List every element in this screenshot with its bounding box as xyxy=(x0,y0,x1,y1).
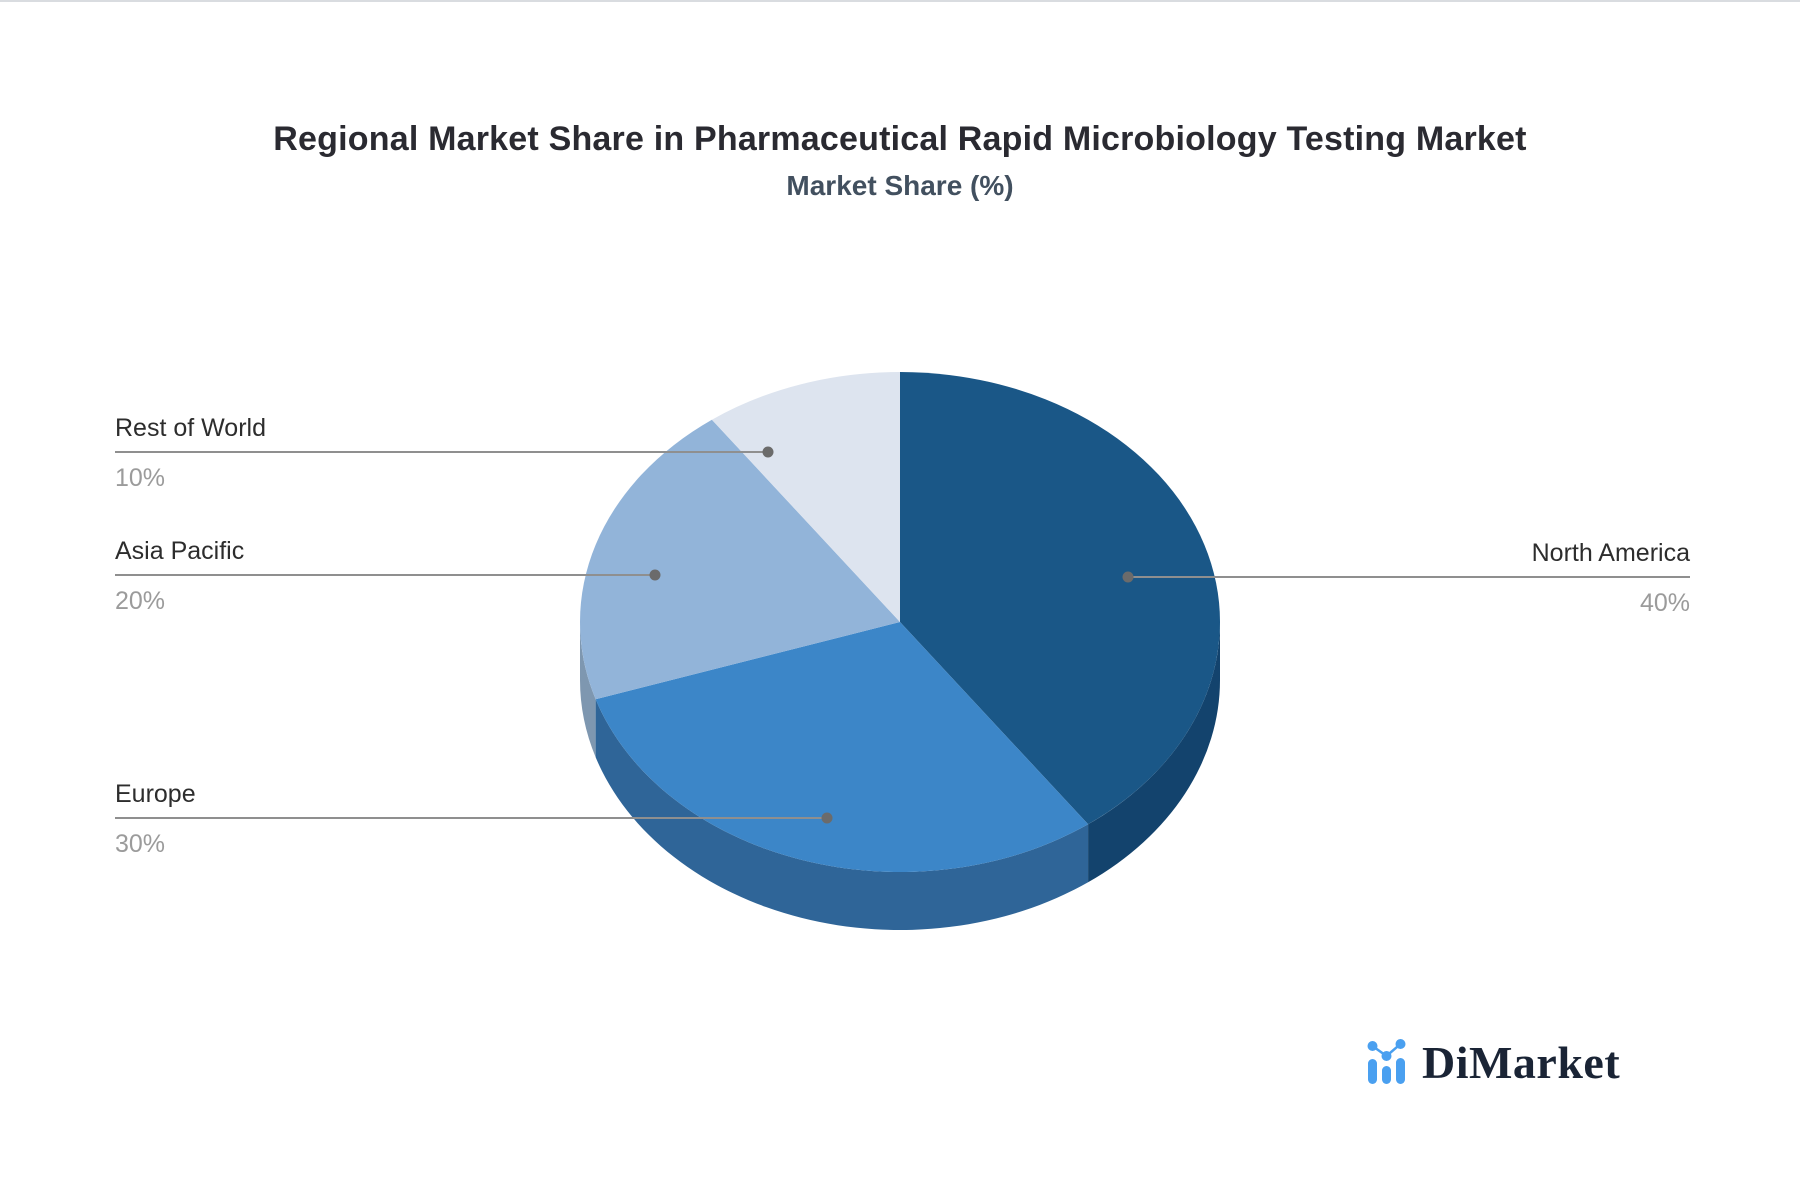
pie-slice-rest-of-world xyxy=(711,372,900,622)
slice-value-europe: 30% xyxy=(115,830,166,858)
pie-slice-europe xyxy=(595,622,1089,873)
slice-value-north-america: 40% xyxy=(1639,589,1690,617)
slice-label-europe: Europe xyxy=(115,780,196,808)
callout-dot-rest-of-world xyxy=(762,446,774,458)
pie-slice-asia-pacific-side xyxy=(580,622,596,758)
callout-dot-asia-pacific xyxy=(649,569,661,581)
callout-dot-europe xyxy=(821,812,833,824)
dimarket-wordmark: DiMarket xyxy=(1422,1036,1621,1088)
callout-dot-north-america xyxy=(1122,571,1134,583)
slice-value-rest-of-world: 10% xyxy=(115,464,166,492)
chart-title: Regional Market Share in Pharmaceutical … xyxy=(273,120,1527,158)
pie-slice-asia-pacific xyxy=(579,419,900,700)
pie-slice-europe-side xyxy=(595,699,1089,931)
slice-label-asia-pacific: Asia Pacific xyxy=(115,537,245,565)
slice-label-rest-of-world: Rest of World xyxy=(115,414,266,442)
dimarket-logo: DiMarket xyxy=(1360,1032,1620,1092)
chart-subtitle: Market Share (%) xyxy=(786,170,1014,201)
slice-label-north-america: North America xyxy=(1531,539,1690,567)
slice-value-asia-pacific: 20% xyxy=(115,587,166,615)
bar-line-chart-logo-icon xyxy=(1367,1039,1406,1084)
pie-slice-north-america-side xyxy=(1088,622,1220,883)
pie-slice-north-america xyxy=(900,371,1221,825)
